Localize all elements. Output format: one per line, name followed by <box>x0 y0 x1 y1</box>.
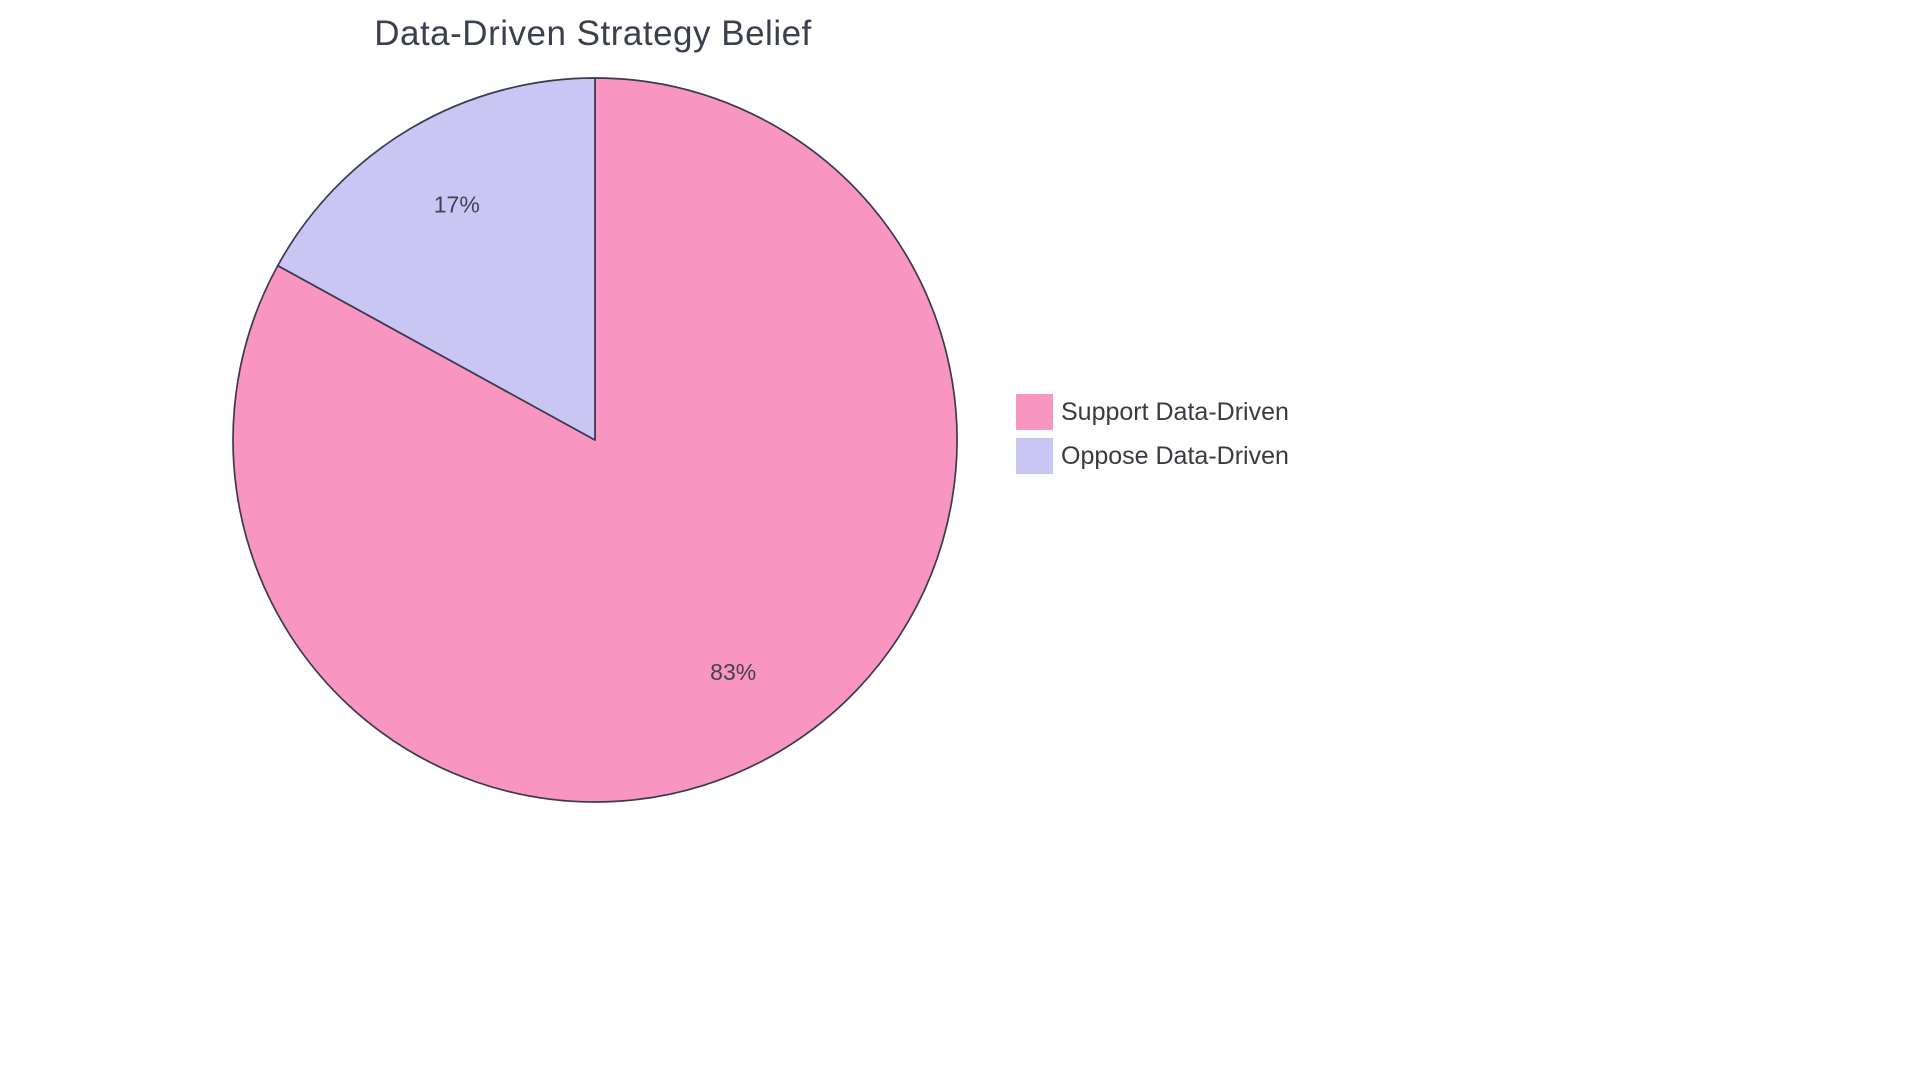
pie-percent-label: 17% <box>434 191 480 217</box>
legend-label-support: Support Data-Driven <box>1061 397 1289 426</box>
chart-title: Data-Driven Strategy Belief <box>374 14 812 53</box>
pie-slice-oppose-data-driven <box>276 77 596 441</box>
pie-percent-label: 83% <box>710 659 756 685</box>
legend-item-support: Support Data-Driven <box>1016 394 1289 430</box>
legend-swatch-support <box>1016 394 1053 430</box>
legend: Support Data-Driven Oppose Data-Driven <box>1016 394 1289 482</box>
legend-swatch-oppose <box>1016 438 1053 474</box>
legend-item-oppose: Oppose Data-Driven <box>1016 438 1289 474</box>
pie-chart-area: 83% 17% <box>225 70 965 810</box>
pie-chart: 83% 17% <box>232 77 958 803</box>
legend-label-oppose: Oppose Data-Driven <box>1061 441 1289 470</box>
